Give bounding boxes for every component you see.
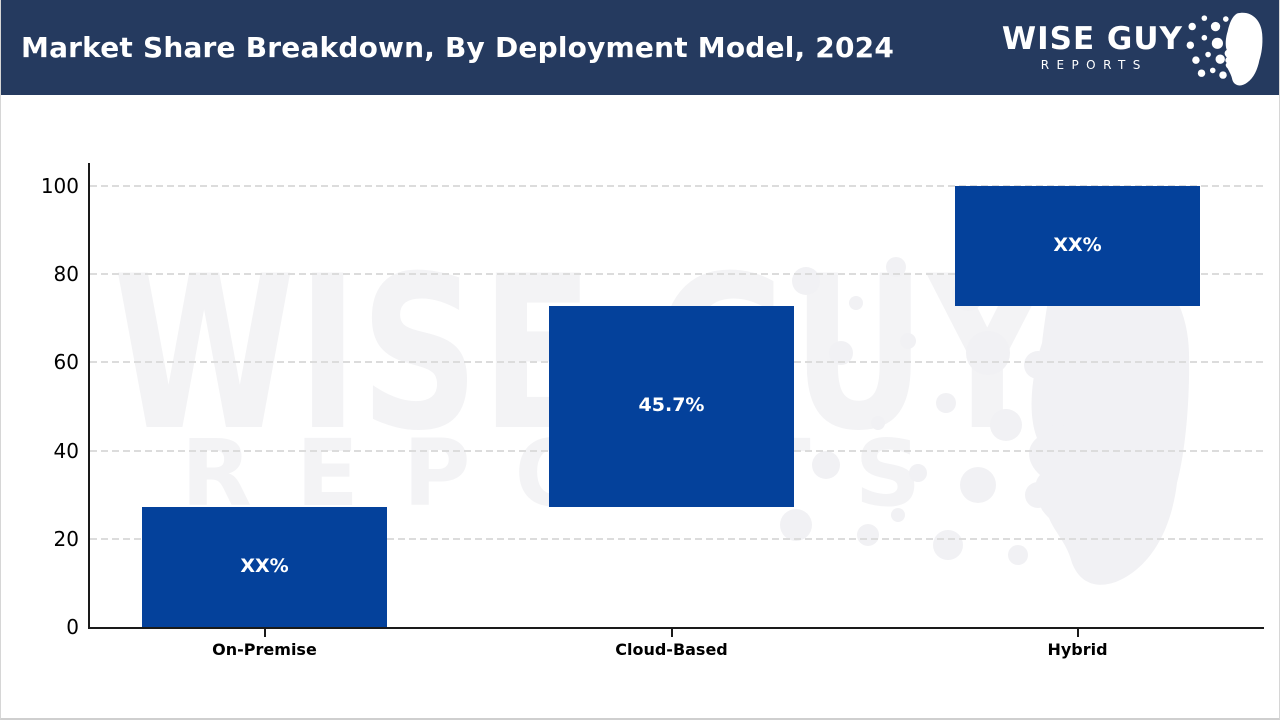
gridline <box>90 273 1263 276</box>
gridline <box>90 537 1263 540</box>
bar-value-label: 45.7% <box>638 394 705 417</box>
x-tick <box>670 629 673 637</box>
x-tick <box>1076 629 1079 637</box>
x-axis-label: Cloud-Based <box>615 640 728 659</box>
gridline <box>90 185 1263 187</box>
header-bar: Market Share Breakdown, By Deployment Mo… <box>1 0 1279 95</box>
x-axis-line <box>88 627 1264 629</box>
logo-text: WISE GUY REPORTS <box>1001 21 1183 72</box>
page-title: Market Share Breakdown, By Deployment Mo… <box>21 31 895 64</box>
wise-guy-reports-logo: WISE GUY REPORTS <box>1002 0 1267 95</box>
bar-hybrid: XX% <box>955 186 1200 306</box>
x-axis-label: Hybrid <box>1047 640 1108 659</box>
y-tick-label: 100 <box>40 174 79 198</box>
x-tick <box>263 629 266 637</box>
bar-cloud-based: 45.7% <box>549 305 794 508</box>
y-tick-label: 80 <box>53 262 79 287</box>
bar-on-premise: XX% <box>142 507 387 627</box>
bar-value-label: XX% <box>1053 233 1102 256</box>
y-tick-label: 20 <box>53 526 79 551</box>
y-tick-label: 40 <box>53 438 79 463</box>
y-tick-label: 60 <box>53 350 79 375</box>
x-axis-label: On-Premise <box>212 640 317 659</box>
y-tick-label: 0 <box>66 615 79 639</box>
y-axis-line <box>88 163 90 629</box>
bar-value-label: XX% <box>240 555 289 578</box>
logo-face-icon <box>1186 12 1263 85</box>
logo-subtext: REPORTS <box>1040 58 1148 72</box>
logo-wordmark: WISE GUY <box>1001 21 1183 57</box>
